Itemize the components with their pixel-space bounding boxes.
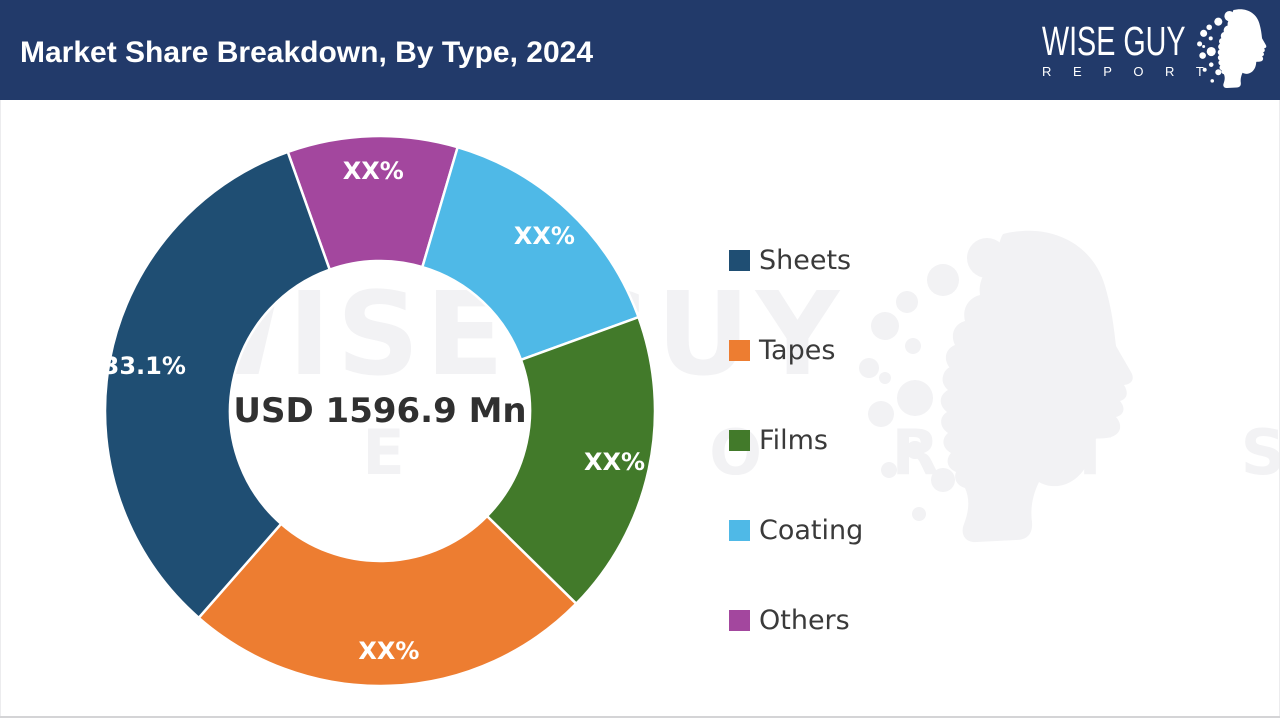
page-title: Market Share Breakdown, By Type, 2024 <box>20 36 594 69</box>
wiseguy-logo: WISE GUY R E P O R T S <box>1042 6 1272 92</box>
segment-label-sheets: 33.1% <box>103 352 186 380</box>
legend-label-coating: Coating <box>759 514 864 546</box>
legend-item-coating: Coating <box>729 514 864 546</box>
legend-item-films: Films <box>729 424 863 456</box>
legend-label-films: Films <box>759 424 828 456</box>
legend-item-tapes: Tapes <box>729 334 863 366</box>
segment-label-others: XX% <box>343 157 404 185</box>
legend-swatch-others <box>729 609 750 631</box>
logo-text: WISE GUY R E P O R T S <box>1042 17 1234 78</box>
center-value-label: USD 1596.9 Mn <box>233 391 526 431</box>
legend-item-others: Others <box>729 604 863 636</box>
donut-segment-tapes <box>197 514 578 688</box>
chart-legend: Sheets Tapes Films Coating Others <box>729 244 864 696</box>
donut-chart: XX% XX% XX% XX% 33.1% USD 1596.9 Mn <box>103 134 657 688</box>
left-border <box>0 100 1 716</box>
chart-area: WISE GUY R E P O R T S XX% XX% XX% XX% 33.1%… <box>0 100 1280 720</box>
segment-label-tapes: XX% <box>358 637 419 665</box>
logo-subtitle: R E P O R T S <box>1042 63 1243 79</box>
donut-segment-coating <box>421 145 640 362</box>
header-bar: Market Share Breakdown, By Type, 2024 WI… <box>0 0 1280 100</box>
logo-wordmark: WISE GUY <box>1042 17 1186 64</box>
legend-swatch-films <box>729 429 750 451</box>
bottom-border <box>0 716 1280 718</box>
segment-label-films: XX% <box>584 448 645 476</box>
legend-label-others: Others <box>759 604 850 636</box>
legend-swatch-tapes <box>729 339 750 361</box>
donut-segment-sheets <box>103 150 331 620</box>
legend-label-tapes: Tapes <box>759 334 836 366</box>
wiseguy-head-icon <box>1197 9 1267 88</box>
segment-label-coating: XX% <box>514 222 575 250</box>
legend-item-sheets: Sheets <box>729 244 863 276</box>
legend-swatch-coating <box>729 519 750 541</box>
legend-label-sheets: Sheets <box>759 244 852 276</box>
donut-segment-films <box>485 315 657 605</box>
legend-swatch-sheets <box>729 249 750 271</box>
